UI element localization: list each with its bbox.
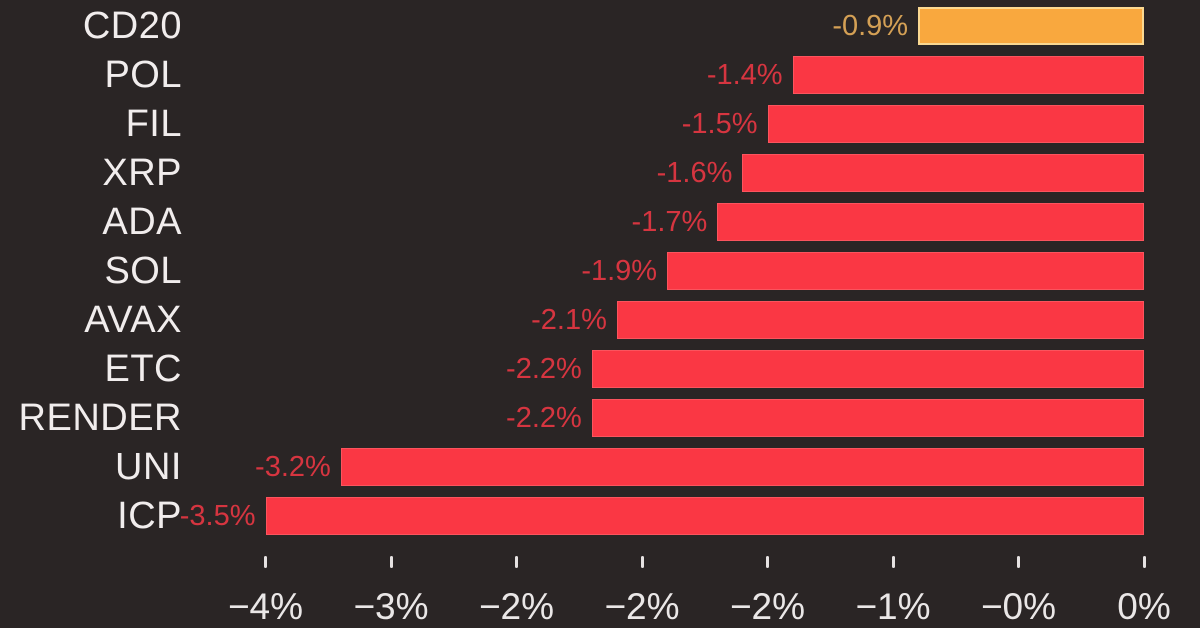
category-label: ETC [104,348,182,390]
x-axis-tick-mark [264,556,267,568]
category-label: ICP [117,495,182,537]
x-axis-tick-mark [640,556,644,568]
category-label: RENDER [18,397,182,439]
bar [265,497,1144,535]
value-label: -1.6% [656,157,733,189]
value-label: -3.5% [179,500,256,532]
category-label: POL [104,54,182,96]
bar [591,399,1144,437]
category-label: UNI [115,446,182,488]
bar [340,448,1144,486]
category-label: FIL [125,103,182,145]
category-label: SOL [104,250,182,292]
value-label: -1.5% [681,108,758,140]
category-label: AVAX [84,299,182,341]
x-axis-tick-mark [515,556,518,568]
bar [792,56,1144,94]
x-axis-tick-mark [1017,556,1020,568]
bar-row: RENDER -2.2% [0,399,1200,437]
bar-row: POL -1.4% [0,56,1200,94]
bar-row: ADA -1.7% [0,203,1200,241]
x-axis-tick-mark [891,556,895,568]
x-axis-tick-mark [766,556,769,568]
bar-highlighted [918,7,1144,45]
bar-row: ETC -2.2% [0,350,1200,388]
bar-row: ICP -3.5% [0,497,1200,535]
value-label: -2.2% [506,402,582,434]
x-axis-tick-label: −1% [855,586,931,627]
bar-row: XRP -1.6% [0,154,1200,192]
x-axis-tick-label: −2% [478,586,555,627]
category-label: CD20 [82,5,182,47]
bar [591,350,1144,388]
bar-row: UNI -3.2% [0,448,1200,486]
value-label: -1.4% [706,59,783,91]
value-label: -2.1% [531,304,607,336]
x-axis-tick-mark [1142,556,1146,568]
category-label: ADA [102,201,182,243]
value-label: -0.9% [832,10,909,42]
value-label: -1.9% [581,255,658,287]
value-label: -2.2% [506,353,582,385]
value-label: -1.7% [631,206,708,238]
value-label: -3.2% [255,451,331,483]
bar [767,105,1144,143]
x-axis-tick-label: −0% [980,586,1057,627]
bar [616,301,1144,339]
x-axis-tick-label: −2% [604,586,680,627]
bar [667,252,1144,290]
bar-row: AVAX -2.1% [0,301,1200,339]
bar-row: CD20 -0.9% [0,7,1200,45]
x-axis-tick-label: −2% [729,586,806,627]
category-label: XRP [102,152,182,194]
bar [717,203,1144,241]
x-axis-tick-label: −4% [227,586,304,627]
bar-row: FIL -1.5% [0,105,1200,143]
x-axis-tick-label: 0% [1117,586,1171,627]
x-axis-tick-mark [389,556,393,568]
bar-row: SOL -1.9% [0,252,1200,290]
x-axis-tick-label: −3% [353,586,429,627]
bar [742,154,1144,192]
